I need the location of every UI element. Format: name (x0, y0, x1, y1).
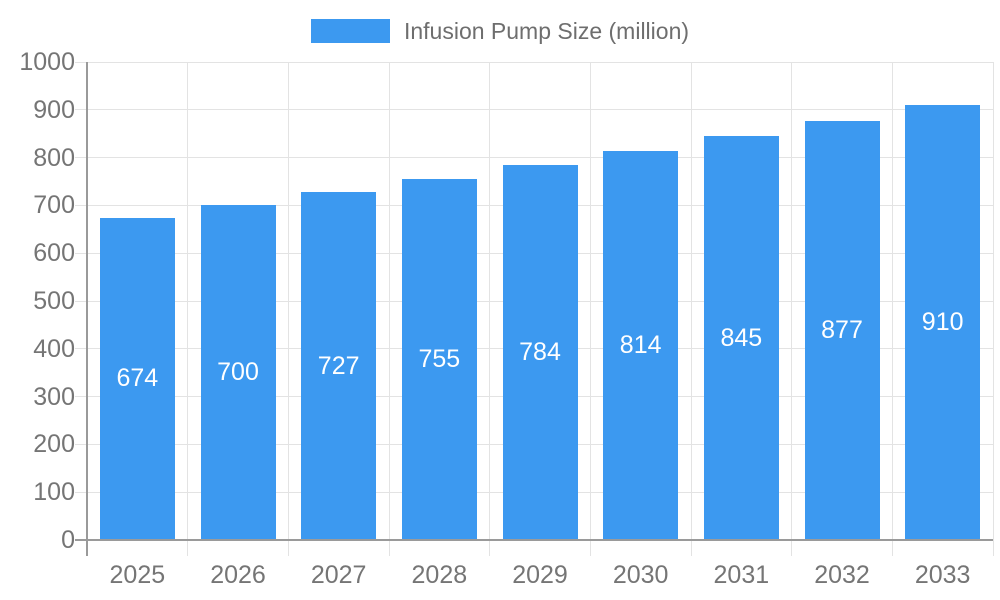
v-gridline (589, 62, 591, 556)
y-axis-line (86, 62, 88, 556)
v-gridline (489, 62, 491, 556)
bar-value-label: 755 (418, 345, 461, 374)
v-gridline (791, 62, 793, 556)
h-gridline (75, 61, 993, 63)
legend-label: Infusion Pump Size (million) (403, 18, 690, 44)
bar-2027[interactable]: 727 (301, 192, 377, 540)
legend-swatch (310, 19, 390, 43)
y-axis-tick-label: 300 (33, 382, 75, 411)
bar-value-label: 845 (720, 323, 763, 352)
y-axis-tick-label: 800 (33, 143, 75, 172)
v-gridline (287, 62, 289, 556)
bar-2031[interactable]: 845 (703, 136, 779, 540)
bar-value-label: 877 (821, 315, 863, 344)
bar-value-label: 727 (317, 351, 360, 380)
v-gridline (388, 62, 390, 556)
bar-2029[interactable]: 784 (502, 165, 578, 540)
h-gridline (75, 157, 993, 159)
v-gridline (891, 62, 893, 556)
y-axis-tick-label: 500 (33, 287, 75, 315)
x-axis-tick-label: 2030 (612, 561, 669, 589)
y-axis-tick-label: 0 (61, 526, 75, 554)
y-axis-tick-label: 100 (33, 478, 75, 507)
v-gridline (187, 62, 189, 556)
bar-value-label: 674 (116, 364, 159, 393)
bar-value-label: 700 (217, 358, 259, 387)
bar-2025[interactable]: 674 (99, 217, 175, 540)
x-axis-tick-label: 2027 (310, 561, 367, 589)
v-gridline (992, 62, 994, 556)
bar-2030[interactable]: 814 (603, 150, 679, 540)
x-axis-tick-label: 2029 (512, 561, 568, 589)
bar-value-label: 814 (619, 330, 662, 359)
y-axis-tick-label: 400 (33, 334, 75, 363)
y-axis-tick-label: 700 (33, 191, 75, 220)
bar-value-label: 910 (921, 308, 964, 336)
y-axis-tick-label: 200 (33, 430, 75, 459)
bar-2026[interactable]: 700 (200, 205, 276, 540)
h-gridline (75, 109, 993, 111)
v-gridline (690, 62, 692, 556)
x-axis-tick-label: 2032 (814, 561, 870, 589)
bar-2032[interactable]: 877 (804, 120, 880, 540)
x-axis-tick-label: 2031 (713, 561, 770, 589)
x-axis-line (75, 539, 993, 541)
y-axis-tick-label: 1000 (19, 48, 75, 76)
bar-value-label: 784 (519, 338, 561, 367)
x-axis-tick-label: 2033 (914, 561, 971, 589)
bar-2028[interactable]: 755 (401, 179, 477, 540)
bar-2033[interactable]: 910 (905, 105, 981, 540)
legend-item[interactable]: Infusion Pump Size (million) (0, 19, 1000, 43)
y-axis-tick-label: 900 (33, 95, 75, 124)
x-axis-tick-label: 2028 (411, 561, 468, 589)
y-axis-tick-label: 600 (33, 239, 75, 268)
x-axis-tick-label: 2026 (210, 561, 266, 589)
x-axis-tick-label: 2025 (109, 561, 166, 589)
